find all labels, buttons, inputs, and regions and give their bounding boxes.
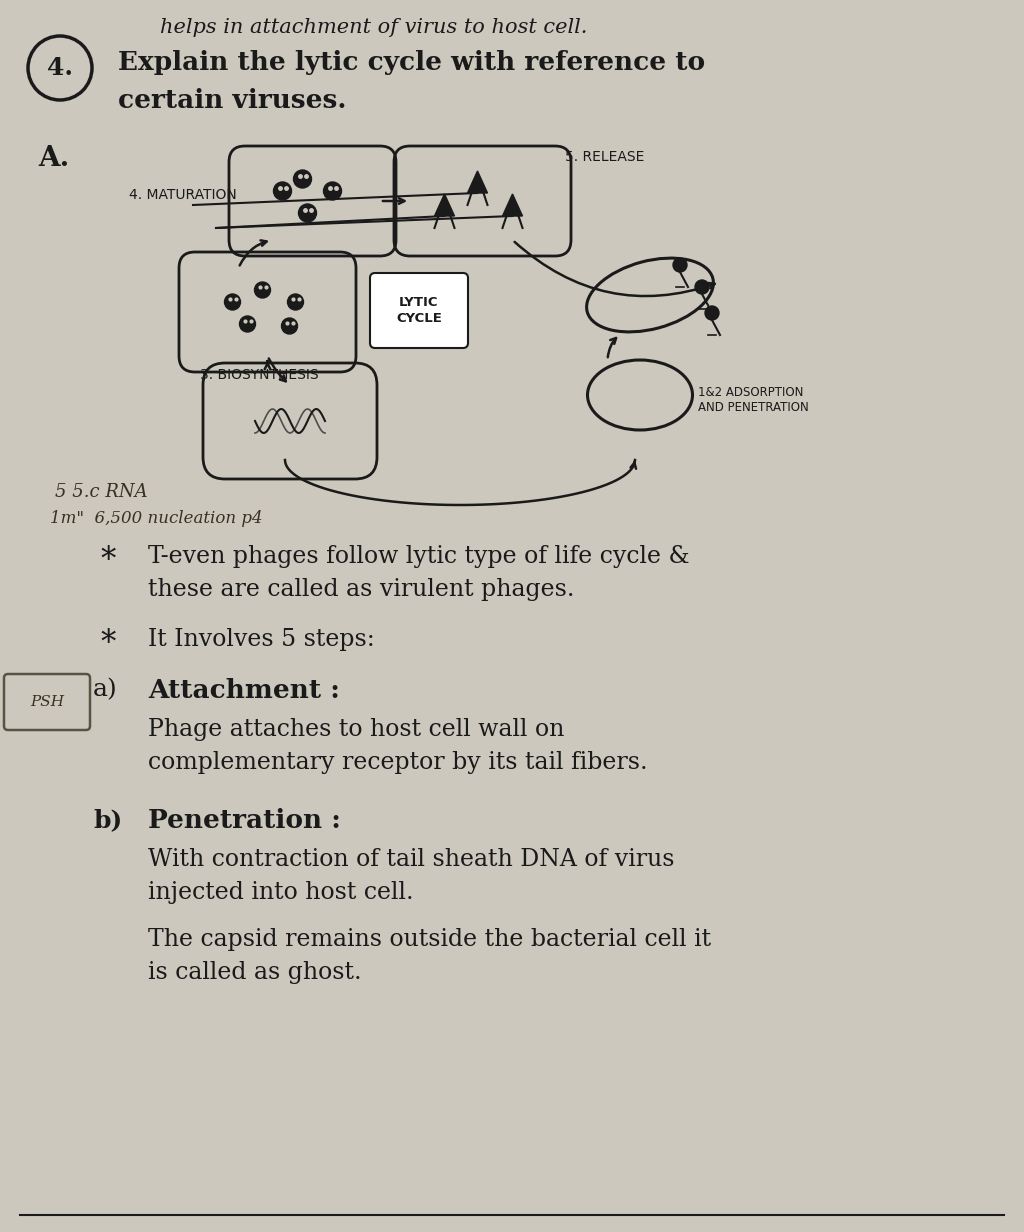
Circle shape bbox=[673, 257, 687, 272]
Text: 5 5.c RNA: 5 5.c RNA bbox=[55, 483, 147, 501]
FancyBboxPatch shape bbox=[370, 274, 468, 347]
Circle shape bbox=[294, 170, 311, 188]
Ellipse shape bbox=[588, 360, 692, 430]
Circle shape bbox=[240, 315, 256, 331]
Text: b): b) bbox=[93, 808, 122, 832]
Text: *: * bbox=[100, 545, 116, 577]
Text: 1&2 ADSORPTION
AND PENETRATION: 1&2 ADSORPTION AND PENETRATION bbox=[697, 386, 808, 414]
Text: 4. MATURATION: 4. MATURATION bbox=[129, 188, 237, 202]
Text: 1m"  6,500 nucleation p4: 1m" 6,500 nucleation p4 bbox=[50, 510, 262, 527]
Circle shape bbox=[255, 282, 270, 298]
Circle shape bbox=[282, 318, 298, 334]
Polygon shape bbox=[468, 171, 487, 193]
Text: a): a) bbox=[93, 678, 118, 701]
Text: With contraction of tail sheath DNA of virus: With contraction of tail sheath DNA of v… bbox=[148, 848, 675, 871]
Polygon shape bbox=[434, 193, 455, 216]
Circle shape bbox=[705, 306, 719, 320]
Text: 3. BIOSYNTHESIS: 3. BIOSYNTHESIS bbox=[200, 368, 318, 382]
Polygon shape bbox=[503, 193, 522, 216]
Text: *: * bbox=[100, 628, 116, 659]
Text: Phage attaches to host cell wall on: Phage attaches to host cell wall on bbox=[148, 718, 564, 740]
Text: injected into host cell.: injected into host cell. bbox=[148, 881, 414, 904]
Text: Penetration :: Penetration : bbox=[148, 808, 341, 833]
Text: is called as ghost.: is called as ghost. bbox=[148, 961, 361, 984]
Text: It Involves 5 steps:: It Involves 5 steps: bbox=[148, 628, 375, 650]
Text: certain viruses.: certain viruses. bbox=[118, 87, 346, 113]
Text: Attachment :: Attachment : bbox=[148, 678, 340, 703]
Text: complementary receptor by its tail fibers.: complementary receptor by its tail fiber… bbox=[148, 752, 647, 774]
Text: The capsid remains outside the bacterial cell it: The capsid remains outside the bacterial… bbox=[148, 928, 711, 951]
Text: Explain the lytic cycle with reference to: Explain the lytic cycle with reference t… bbox=[118, 51, 706, 75]
Ellipse shape bbox=[587, 257, 714, 331]
Text: A.: A. bbox=[38, 145, 70, 172]
Circle shape bbox=[324, 182, 341, 200]
Circle shape bbox=[288, 294, 303, 310]
Text: 4.: 4. bbox=[47, 55, 73, 80]
Text: T-even phages follow lytic type of life cycle &: T-even phages follow lytic type of life … bbox=[148, 545, 689, 568]
Circle shape bbox=[299, 205, 316, 222]
Circle shape bbox=[273, 182, 292, 200]
Text: 5. RELEASE: 5. RELEASE bbox=[565, 150, 644, 164]
Text: helps in attachment of virus to host cell.: helps in attachment of virus to host cel… bbox=[160, 18, 588, 37]
Circle shape bbox=[224, 294, 241, 310]
Text: these are called as virulent phages.: these are called as virulent phages. bbox=[148, 578, 574, 601]
Circle shape bbox=[695, 280, 709, 294]
Text: PSH: PSH bbox=[30, 695, 63, 708]
FancyBboxPatch shape bbox=[4, 674, 90, 731]
Text: LYTIC
CYCLE: LYTIC CYCLE bbox=[396, 296, 442, 325]
